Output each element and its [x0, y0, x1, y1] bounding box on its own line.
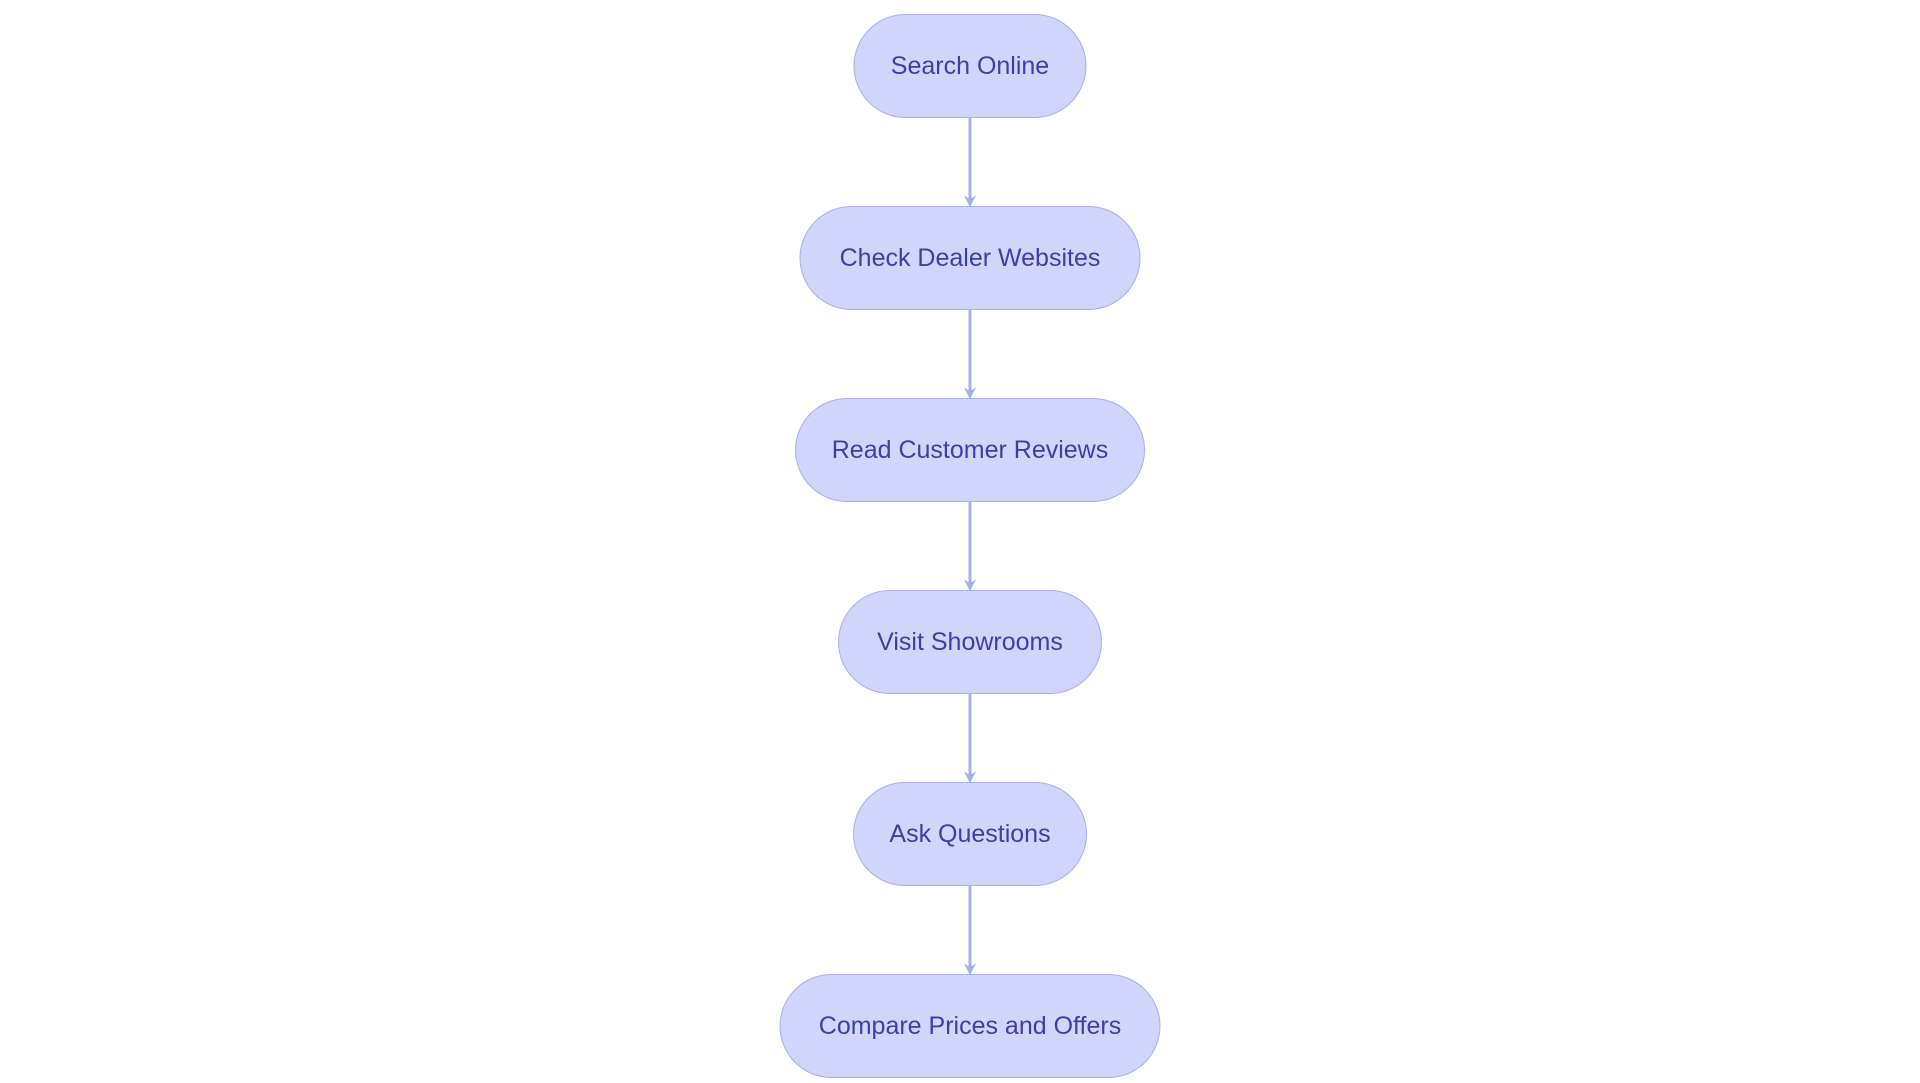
flowchart-node-label: Compare Prices and Offers: [819, 1012, 1121, 1041]
flowchart-node: Read Customer Reviews: [795, 398, 1145, 502]
flowchart-node: Compare Prices and Offers: [780, 974, 1161, 1078]
flowchart-node-label: Check Dealer Websites: [840, 244, 1101, 273]
flowchart-node: Check Dealer Websites: [800, 206, 1141, 310]
flowchart-node-label: Search Online: [891, 52, 1049, 81]
flowchart-node: Ask Questions: [853, 782, 1087, 886]
flowchart-node-label: Ask Questions: [889, 820, 1050, 849]
flowchart-canvas: Search Online Check Dealer Websites Read C…: [0, 0, 1920, 1083]
flowchart-node: Visit Showrooms: [838, 590, 1102, 694]
flowchart-node-label: Read Customer Reviews: [832, 436, 1109, 465]
flowchart-edges: [0, 0, 1920, 1083]
flowchart-node: Search Online: [854, 14, 1087, 118]
flowchart-node-label: Visit Showrooms: [877, 628, 1063, 657]
